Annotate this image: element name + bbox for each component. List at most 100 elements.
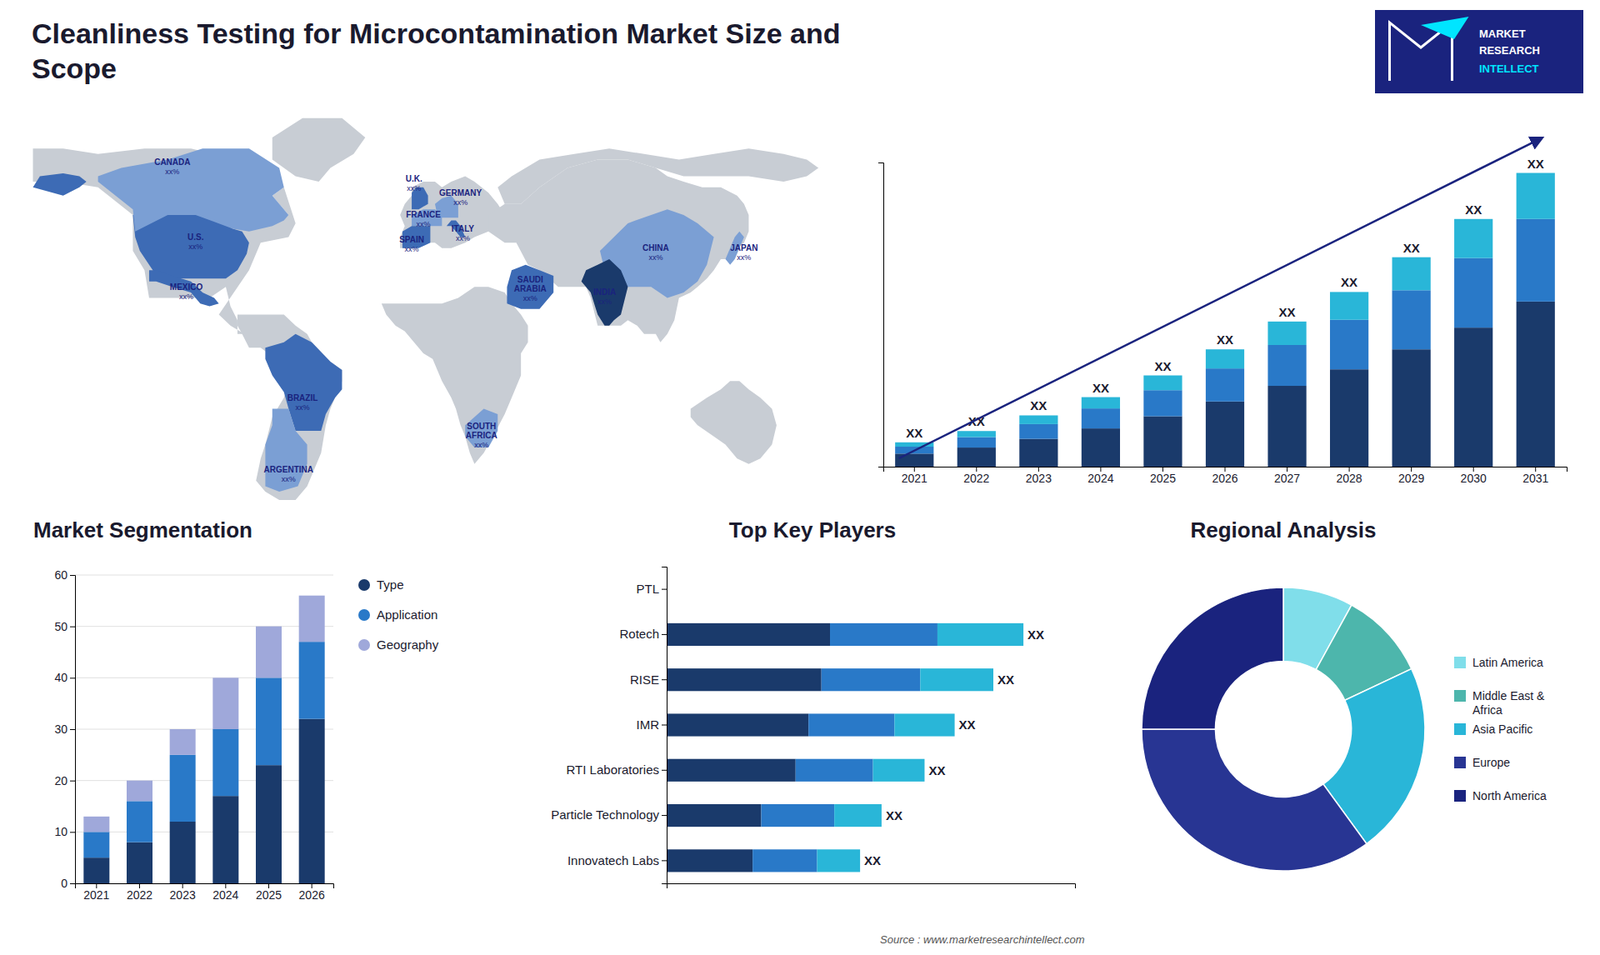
bar bbox=[255, 677, 282, 765]
data-label: XX bbox=[1465, 202, 1482, 217]
category-axis-tick-label: Innovatech Labs bbox=[567, 853, 660, 868]
category-axis-tick-mark bbox=[661, 679, 667, 680]
category-axis-tick-label: RISE bbox=[630, 672, 660, 687]
data-label: XX bbox=[1092, 380, 1110, 395]
bar bbox=[1081, 408, 1120, 429]
category-axis-tick-label: RTI Laboratories bbox=[566, 762, 660, 777]
bar bbox=[1516, 219, 1555, 302]
logo-arrow bbox=[1420, 16, 1470, 40]
country-annotation: xx% bbox=[453, 198, 468, 207]
category-axis-tick: 2026 bbox=[1211, 466, 1238, 485]
bar bbox=[760, 804, 835, 827]
category-axis-tick: 2024 bbox=[212, 883, 239, 902]
category-axis-tick: 2030 bbox=[1460, 466, 1487, 485]
value-axis-tick: 0 bbox=[60, 876, 75, 890]
data-label: XX bbox=[1340, 275, 1358, 290]
category-axis-tick-mark bbox=[661, 860, 667, 861]
category-axis-tick-label: 2028 bbox=[1336, 471, 1363, 485]
chart-title: Market Segmentation bbox=[33, 517, 253, 543]
country bbox=[506, 265, 554, 310]
bar bbox=[83, 857, 110, 884]
grid-line bbox=[75, 677, 334, 679]
category-axis-tick: PTL bbox=[635, 581, 667, 596]
value-axis-tick-mark bbox=[70, 677, 75, 679]
value-axis-line bbox=[667, 884, 1076, 890]
category-axis-line bbox=[75, 884, 335, 890]
bar bbox=[937, 623, 1024, 646]
value-axis-tick-label: 60 bbox=[54, 568, 68, 582]
grid-line bbox=[75, 831, 334, 833]
category-axis-tick-label: 2027 bbox=[1274, 471, 1300, 485]
bar bbox=[255, 626, 282, 679]
country-label-line: U.S. bbox=[187, 232, 205, 242]
value-axis-tick-mark bbox=[70, 575, 75, 576]
category-axis-tick: Particle Technology bbox=[550, 807, 667, 822]
country-label-line: INDIA bbox=[593, 287, 616, 297]
category-axis-tick-mark bbox=[661, 770, 667, 771]
value-axis-tick: 50 bbox=[54, 620, 75, 634]
bar bbox=[1267, 321, 1306, 345]
legend-label: North America bbox=[1472, 789, 1547, 803]
bar bbox=[957, 437, 996, 449]
legend-label: Europe bbox=[1472, 755, 1510, 770]
data-label: XX bbox=[1403, 240, 1420, 255]
bar bbox=[808, 713, 895, 736]
data-label: XX bbox=[1216, 332, 1234, 347]
category-axis-tick-mark bbox=[661, 815, 667, 816]
chart-title-line: Cleanliness Testing for Microcontaminati… bbox=[31, 17, 840, 50]
bar bbox=[126, 842, 153, 884]
legend-label-line: Latin America bbox=[1472, 655, 1544, 670]
country-annotation: xx% bbox=[648, 253, 663, 262]
category-axis-tick-label: Particle Technology bbox=[550, 807, 660, 822]
value-axis-line bbox=[878, 163, 885, 468]
country-label-line: CHINA bbox=[642, 243, 670, 253]
country-label-line: AFRICA bbox=[465, 430, 498, 440]
grid-line bbox=[75, 780, 334, 781]
chart-title: Regional Analysis bbox=[1190, 517, 1377, 543]
data-label: XX bbox=[997, 672, 1015, 687]
bar bbox=[1019, 439, 1058, 467]
bar bbox=[957, 430, 996, 437]
bar bbox=[894, 713, 955, 736]
category-axis-tick: 2024 bbox=[1087, 466, 1114, 485]
chart-title: Cleanliness Testing for Microcontaminati… bbox=[31, 17, 840, 85]
category-axis-tick-label: 2026 bbox=[299, 888, 325, 902]
bar bbox=[1143, 390, 1182, 416]
country-annotation: xx% bbox=[295, 403, 310, 412]
value-axis bbox=[878, 163, 885, 468]
bar bbox=[1516, 173, 1555, 220]
legend-label-line: North America bbox=[1472, 789, 1547, 803]
bar bbox=[821, 668, 921, 691]
bar bbox=[170, 755, 196, 822]
value-axis-tick: 60 bbox=[54, 568, 75, 582]
category-axis-tick: RTI Laboratories bbox=[566, 762, 667, 777]
data-label: XX bbox=[905, 425, 923, 440]
category-axis: PTLRotechRISEIMRRTI LaboratoriesParticle… bbox=[550, 567, 667, 885]
country-annotation: xx% bbox=[281, 475, 296, 484]
country bbox=[98, 148, 290, 232]
logo-background bbox=[1375, 10, 1584, 94]
legend-label-line: Africa bbox=[1472, 703, 1503, 717]
category-axis-tick-label: 2021 bbox=[83, 888, 110, 902]
bar bbox=[1019, 415, 1058, 424]
grid-line bbox=[75, 625, 334, 627]
country bbox=[149, 270, 220, 306]
country-label-line: ARABIA bbox=[514, 284, 547, 294]
country-label-line: U.K. bbox=[405, 174, 423, 184]
bar bbox=[834, 804, 882, 827]
country-label: U.K. bbox=[405, 174, 423, 184]
category-axis-tick-label: 2021 bbox=[901, 471, 928, 485]
bar bbox=[126, 780, 153, 802]
bar bbox=[817, 849, 861, 872]
category-axis-tick-label: 2023 bbox=[170, 888, 196, 902]
data-label: XX bbox=[928, 763, 945, 778]
category-axis-tick-label: 2025 bbox=[255, 888, 282, 902]
bar bbox=[873, 759, 925, 782]
bar bbox=[920, 668, 994, 691]
value-axis-tick-mark bbox=[70, 831, 75, 833]
trend-arrow bbox=[899, 138, 1543, 459]
category-axis-tick: IMR bbox=[636, 717, 668, 732]
legend-label-line: Europe bbox=[1472, 755, 1510, 770]
bar bbox=[299, 719, 325, 884]
data-label: XX bbox=[1279, 305, 1296, 320]
